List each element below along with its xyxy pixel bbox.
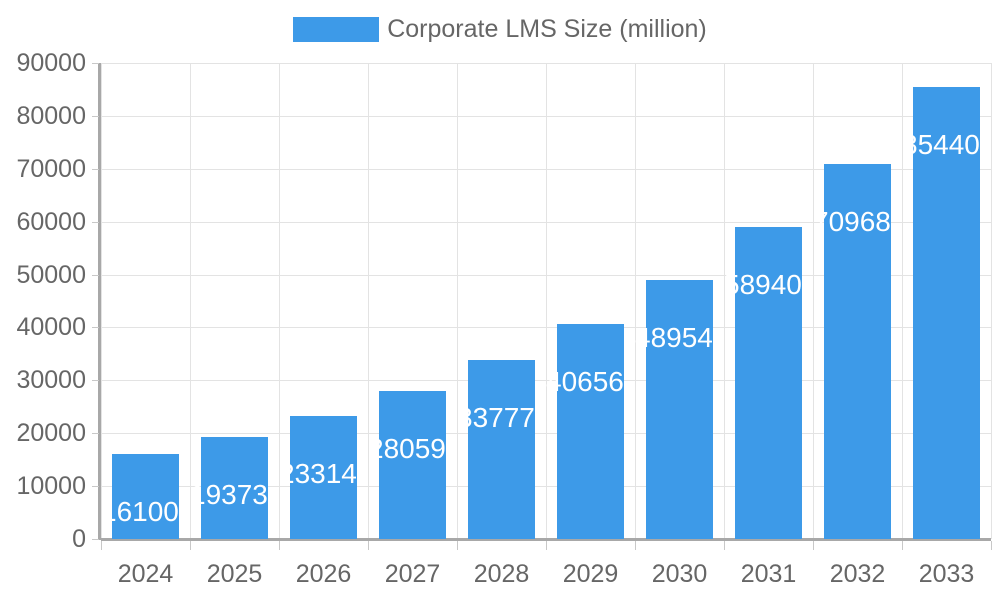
gridline-vertical [101, 63, 102, 539]
y-axis-tick-label: 30000 [16, 366, 86, 394]
gridline-vertical [635, 63, 636, 539]
bar-value-label: 85440 [902, 129, 980, 160]
bar[interactable] [646, 280, 713, 539]
y-axis-tick [92, 169, 99, 170]
x-axis-tick-label: 2026 [295, 560, 352, 588]
bar-value-label: 28059 [368, 433, 446, 464]
x-axis-tick [813, 541, 814, 550]
plot-area [101, 63, 992, 540]
bar-value-label: 33777 [457, 402, 535, 433]
gridline-vertical [279, 63, 280, 539]
bar-value-label: 48954 [635, 322, 713, 353]
bar-value-label: 23314 [279, 458, 357, 489]
bar[interactable] [379, 391, 446, 539]
x-axis-tick [190, 541, 191, 550]
y-axis-tick [92, 327, 99, 328]
y-axis-tick [92, 116, 99, 117]
x-axis-tick-label: 2024 [117, 560, 174, 588]
x-axis-line [101, 538, 991, 541]
bar[interactable] [201, 437, 268, 539]
y-axis-tick-label: 60000 [16, 208, 86, 236]
y-axis-tick-label: 80000 [16, 102, 86, 130]
bar[interactable] [735, 227, 802, 539]
x-axis-tick [635, 541, 636, 550]
x-axis-tick [546, 541, 547, 550]
x-axis-tick [457, 541, 458, 550]
gridline-vertical [991, 63, 992, 539]
y-axis-tick [92, 380, 99, 381]
bar-value-label: 58940 [724, 269, 802, 300]
gridline-vertical [368, 63, 369, 539]
gridline-vertical [546, 63, 547, 539]
legend-label: Corporate LMS Size (million) [387, 14, 707, 43]
x-axis-tick-label: 2029 [562, 560, 619, 588]
bar-value-label: 16100 [101, 496, 179, 527]
x-axis-tick-label: 2027 [384, 560, 441, 588]
y-axis-line [98, 63, 101, 540]
bar[interactable] [468, 360, 535, 539]
x-axis-tick [991, 541, 992, 550]
y-axis-tick-label: 50000 [16, 261, 86, 289]
x-axis-tick-label: 2033 [918, 560, 975, 588]
legend-color-swatch-icon [293, 16, 380, 42]
y-axis-tick-label: 40000 [16, 313, 86, 341]
x-axis-tick [724, 541, 725, 550]
gridline-vertical [190, 63, 191, 539]
x-axis-tick [279, 541, 280, 550]
bar[interactable] [112, 454, 179, 539]
bar-value-label: 70968 [813, 206, 891, 237]
x-axis-tick [368, 541, 369, 550]
chart-legend: Corporate LMS Size (million) [0, 10, 1000, 48]
x-axis-tick-label: 2025 [206, 560, 263, 588]
y-axis-tick-label: 20000 [16, 419, 86, 447]
bar[interactable] [824, 164, 891, 539]
bar[interactable] [290, 416, 357, 539]
x-axis-tick-label: 2031 [740, 560, 797, 588]
gridline-vertical [813, 63, 814, 539]
gridline-vertical [902, 63, 903, 539]
x-axis-tick [101, 541, 102, 550]
bar[interactable] [913, 87, 980, 539]
legend-item-corporate-lms-size[interactable]: Corporate LMS Size (million) [293, 14, 707, 43]
y-axis-tick-label: 90000 [16, 49, 86, 77]
y-axis-tick [92, 433, 99, 434]
y-axis-tick-label: 0 [72, 525, 86, 553]
gridline-vertical [724, 63, 725, 539]
x-axis-tick-label: 2032 [829, 560, 886, 588]
x-axis-tick [902, 541, 903, 550]
y-axis-tick [92, 539, 99, 540]
bar[interactable] [557, 324, 624, 539]
y-axis-tick-label: 10000 [16, 472, 86, 500]
bar-value-label: 19373 [190, 479, 268, 510]
y-axis-tick-label: 70000 [16, 155, 86, 183]
bar-value-label: 40656 [546, 366, 624, 397]
y-axis-tick [92, 486, 99, 487]
gridline-vertical [457, 63, 458, 539]
x-axis-tick-label: 2030 [651, 560, 708, 588]
y-axis-tick [92, 63, 99, 64]
y-axis-tick [92, 222, 99, 223]
x-axis-tick-label: 2028 [473, 560, 530, 588]
y-axis-tick [92, 275, 99, 276]
